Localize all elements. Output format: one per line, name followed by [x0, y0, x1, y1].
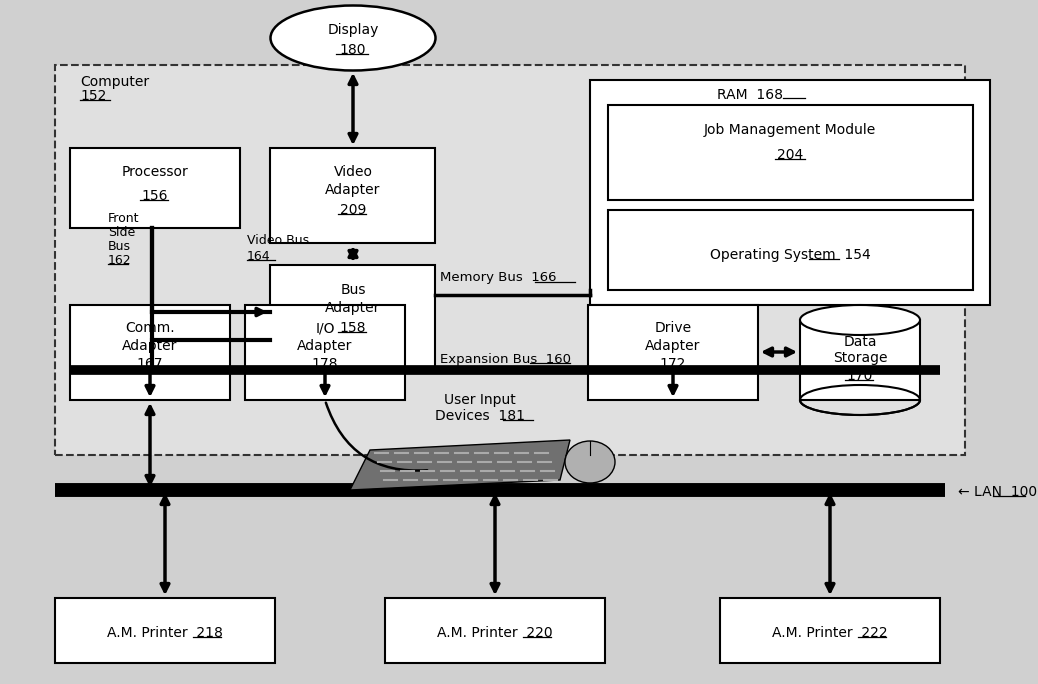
- Bar: [590, 80, 990, 305]
- Bar: [720, 598, 940, 663]
- Text: 164: 164: [247, 250, 271, 263]
- Text: Storage: Storage: [832, 351, 887, 365]
- Text: ← LAN  100: ← LAN 100: [958, 485, 1037, 499]
- Text: Computer: Computer: [80, 75, 149, 89]
- Text: 152: 152: [80, 89, 106, 103]
- Ellipse shape: [565, 441, 614, 483]
- Text: RAM  168: RAM 168: [717, 88, 783, 102]
- Bar: [608, 105, 973, 200]
- Bar: [70, 305, 230, 400]
- Text: Bus: Bus: [340, 283, 365, 297]
- Bar: [270, 148, 435, 243]
- Text: Operating System  154: Operating System 154: [710, 248, 871, 262]
- Text: Processor: Processor: [121, 165, 188, 179]
- Text: Memory Bus  166: Memory Bus 166: [440, 272, 556, 285]
- Text: A.M. Printer  220: A.M. Printer 220: [437, 626, 553, 640]
- Text: 172: 172: [660, 357, 686, 371]
- Text: 204: 204: [776, 148, 803, 162]
- Text: Adapter: Adapter: [325, 183, 381, 197]
- Ellipse shape: [800, 305, 920, 335]
- Bar: [70, 148, 240, 228]
- Ellipse shape: [271, 5, 436, 70]
- Text: 162: 162: [108, 254, 132, 267]
- Text: Display: Display: [327, 23, 379, 37]
- Polygon shape: [350, 440, 570, 490]
- Text: Adapter: Adapter: [646, 339, 701, 353]
- Bar: [588, 305, 758, 400]
- Bar: [608, 210, 973, 290]
- Bar: [800, 320, 920, 400]
- Text: 158: 158: [339, 321, 366, 335]
- Text: Devices  181: Devices 181: [435, 409, 525, 423]
- Bar: [385, 598, 605, 663]
- Text: A.M. Printer  218: A.M. Printer 218: [107, 626, 223, 640]
- Text: Comm.: Comm.: [126, 321, 174, 335]
- Bar: [55, 598, 275, 663]
- Text: 170: 170: [847, 369, 873, 383]
- Text: Drive: Drive: [654, 321, 691, 335]
- Text: 167: 167: [137, 357, 163, 371]
- Text: A.M. Printer  222: A.M. Printer 222: [772, 626, 887, 640]
- Text: Adapter: Adapter: [325, 301, 381, 315]
- Text: Bus: Bus: [108, 239, 131, 252]
- Text: Expansion Bus  160: Expansion Bus 160: [440, 354, 571, 367]
- Text: Data: Data: [843, 335, 877, 349]
- Text: Job Management Module: Job Management Module: [704, 123, 876, 137]
- Text: User Input: User Input: [444, 393, 516, 407]
- Bar: [245, 305, 405, 400]
- Text: 209: 209: [339, 203, 366, 217]
- Text: Side: Side: [108, 226, 135, 239]
- Text: 178: 178: [311, 357, 338, 371]
- Text: Video: Video: [333, 165, 373, 179]
- Text: 156: 156: [142, 189, 168, 203]
- Bar: [55, 65, 965, 455]
- Text: Front: Front: [108, 211, 139, 224]
- Text: Adapter: Adapter: [297, 339, 353, 353]
- Text: Adapter: Adapter: [122, 339, 177, 353]
- Text: Video Bus: Video Bus: [247, 233, 309, 246]
- Text: 180: 180: [339, 43, 366, 57]
- Text: I/O: I/O: [316, 321, 334, 335]
- Bar: [270, 265, 435, 370]
